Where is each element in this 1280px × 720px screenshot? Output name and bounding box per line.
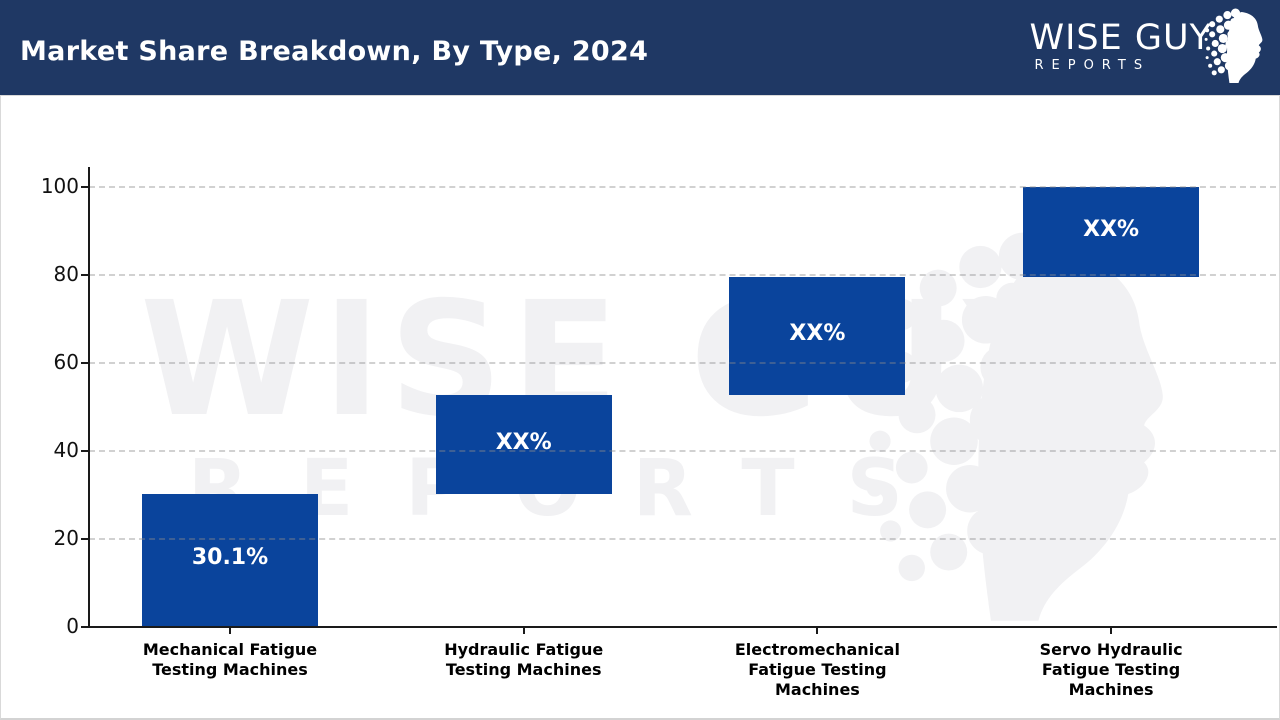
- x-category-label-line: Testing Machines: [445, 660, 602, 679]
- bar-value-label: XX%: [1083, 216, 1140, 242]
- x-category-label: Mechanical Fatigue Testing Machines: [100, 640, 360, 680]
- x-category-label-line: Machines: [1068, 680, 1154, 699]
- x-axis-line: [88, 626, 1277, 628]
- x-category-label: Hydraulic Fatigue Testing Machines: [394, 640, 654, 680]
- y-tick-label: 100: [40, 174, 79, 198]
- bar-value-label: XX%: [789, 320, 846, 346]
- y-axis-line: [88, 167, 90, 627]
- y-tick-label: 60: [53, 349, 79, 374]
- grid-line: [89, 186, 1276, 188]
- y-tick-label: 40: [53, 437, 79, 462]
- x-category-label: Servo Hydraulic Fatigue Testing Machines: [981, 640, 1241, 700]
- y-tick-mark: [81, 186, 88, 188]
- x-tick-mark: [1110, 627, 1113, 634]
- grid-line: [89, 273, 1276, 276]
- x-category-label: Electromechanical Fatigue Testing Machines: [687, 640, 947, 700]
- grid-line: [89, 361, 1276, 364]
- y-tick-mark: [81, 537, 88, 540]
- brand-logo: WISE GUY REPORTS: [1029, 8, 1268, 84]
- grid-line: [89, 537, 1276, 540]
- y-tick-label: 20: [53, 525, 79, 550]
- x-category-label-line: Electromechanical: [734, 640, 900, 659]
- x-category-label-line: Mechanical Fatigue: [142, 640, 318, 659]
- bar: [1023, 187, 1200, 277]
- bar: [142, 494, 318, 627]
- x-tick-mark: [522, 627, 525, 634]
- bar-value-label: 30.1%: [191, 545, 269, 571]
- bar-value-label: XX%: [495, 429, 552, 455]
- x-tick-mark: [816, 627, 819, 634]
- x-tick-mark: [229, 627, 231, 634]
- brand-text: WISE GUY REPORTS: [1029, 19, 1212, 73]
- brand-name: WISE GUY: [1029, 18, 1212, 58]
- y-tick-mark: [81, 273, 88, 276]
- x-category-label-line: Fatigue Testing: [1041, 660, 1181, 679]
- x-category-label-line: Fatigue Testing: [748, 660, 887, 679]
- bar: [435, 395, 612, 495]
- y-tick-label: 0: [66, 613, 79, 638]
- x-category-label-line: Testing Machines: [152, 660, 308, 679]
- y-tick-mark: [81, 625, 88, 628]
- x-category-label-line: Hydraulic Fatigue: [444, 640, 604, 659]
- y-tick-mark: [81, 361, 88, 364]
- x-category-label-line: Servo Hydraulic: [1039, 640, 1183, 659]
- bar: [729, 276, 906, 396]
- brand-subname: REPORTS: [1034, 58, 1151, 73]
- page-title: Market Share Breakdown, By Type, 2024: [20, 36, 649, 67]
- x-category-label-line: Machines: [774, 680, 860, 699]
- y-tick-mark: [81, 449, 88, 452]
- grid-line: [89, 449, 1276, 452]
- header-banner: Market Share Breakdown, By Type, 2024 WI…: [0, 0, 1280, 95]
- brand-face-icon: [1204, 8, 1263, 83]
- y-tick-label: 80: [53, 261, 79, 286]
